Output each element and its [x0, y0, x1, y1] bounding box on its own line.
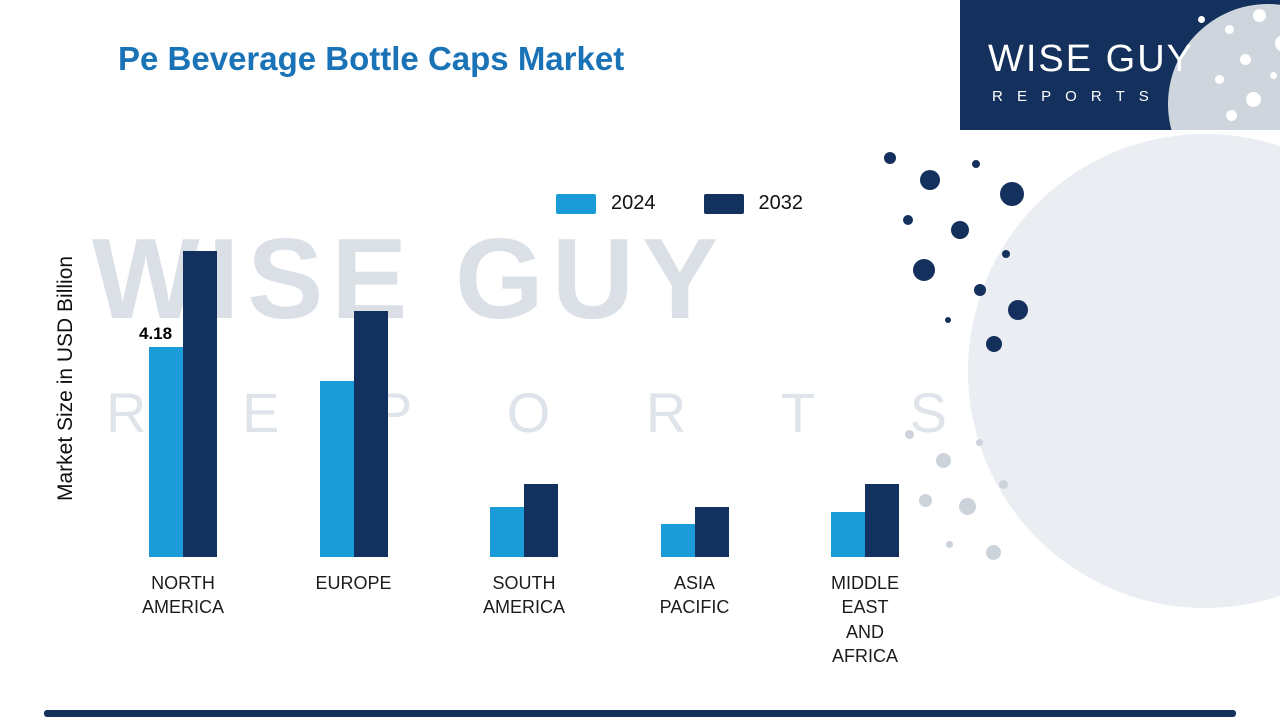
category-label: SOUTH AMERICA	[482, 573, 566, 618]
bar-group: ASIA PACIFIC	[660, 507, 729, 617]
bar-value-label: 4.18	[139, 324, 173, 343]
bar-2032	[694, 507, 729, 557]
decorative-gray-dots	[905, 430, 914, 439]
wiseguy-reports-logo: WISE GUY R E P O R T S	[960, 0, 1280, 130]
legend-item-2024: 2024	[556, 192, 656, 215]
watermark-reports: R E P O R T S	[106, 381, 988, 444]
decorative-navy-dots	[884, 152, 896, 164]
bar-2032	[524, 484, 558, 557]
page-title: Pe Beverage Bottle Caps Market	[118, 40, 625, 77]
legend-swatch-2032	[703, 193, 744, 214]
bar-pair	[831, 484, 899, 557]
category-label: NORTH AMERICA	[141, 573, 225, 618]
decorative-head-circle	[968, 134, 1280, 608]
logo-name-text: WISE GUY	[988, 38, 1195, 80]
legend-swatch-2024	[556, 193, 596, 214]
legend-item-2032: 2032	[703, 192, 804, 215]
bar-group: MIDDLE EAST AND AFRICA	[831, 484, 899, 666]
bar-2024	[660, 524, 695, 557]
bar-2024	[490, 507, 524, 557]
bar-chart: 4.18 NORTH AMERICA EUROPE SOUTH AMERICA ASIA PA…	[139, 245, 899, 666]
chart-legend: 2024 2032	[556, 192, 803, 215]
logo-face-dots-icon	[1198, 16, 1205, 23]
bar-group: EUROPE	[315, 311, 392, 593]
logo-reports-text: R E P O R T S	[992, 88, 1154, 105]
bar-pair: 4.18	[139, 251, 217, 557]
bar-2024	[149, 347, 183, 557]
bar-2024	[319, 381, 354, 557]
bar-2032	[183, 251, 217, 557]
bar-pair	[319, 311, 388, 557]
bar-group: 4.18 NORTH AMERICA	[139, 251, 224, 617]
y-axis-label: Market Size in USD Billion	[54, 255, 77, 501]
bar-pair	[660, 507, 729, 557]
category-label: EUROPE	[315, 573, 392, 593]
footer-bar	[44, 710, 1236, 717]
bar-2032	[865, 484, 899, 557]
category-label: MIDDLE EAST AND AFRICA	[830, 573, 900, 666]
legend-label-2032: 2032	[758, 192, 804, 214]
legend-label-2024: 2024	[611, 192, 656, 214]
bar-group: SOUTH AMERICA	[483, 484, 565, 617]
bar-pair	[490, 484, 558, 557]
category-label: ASIA PACIFIC	[659, 573, 730, 618]
bar-2024	[831, 512, 865, 557]
bar-2032	[353, 311, 388, 557]
